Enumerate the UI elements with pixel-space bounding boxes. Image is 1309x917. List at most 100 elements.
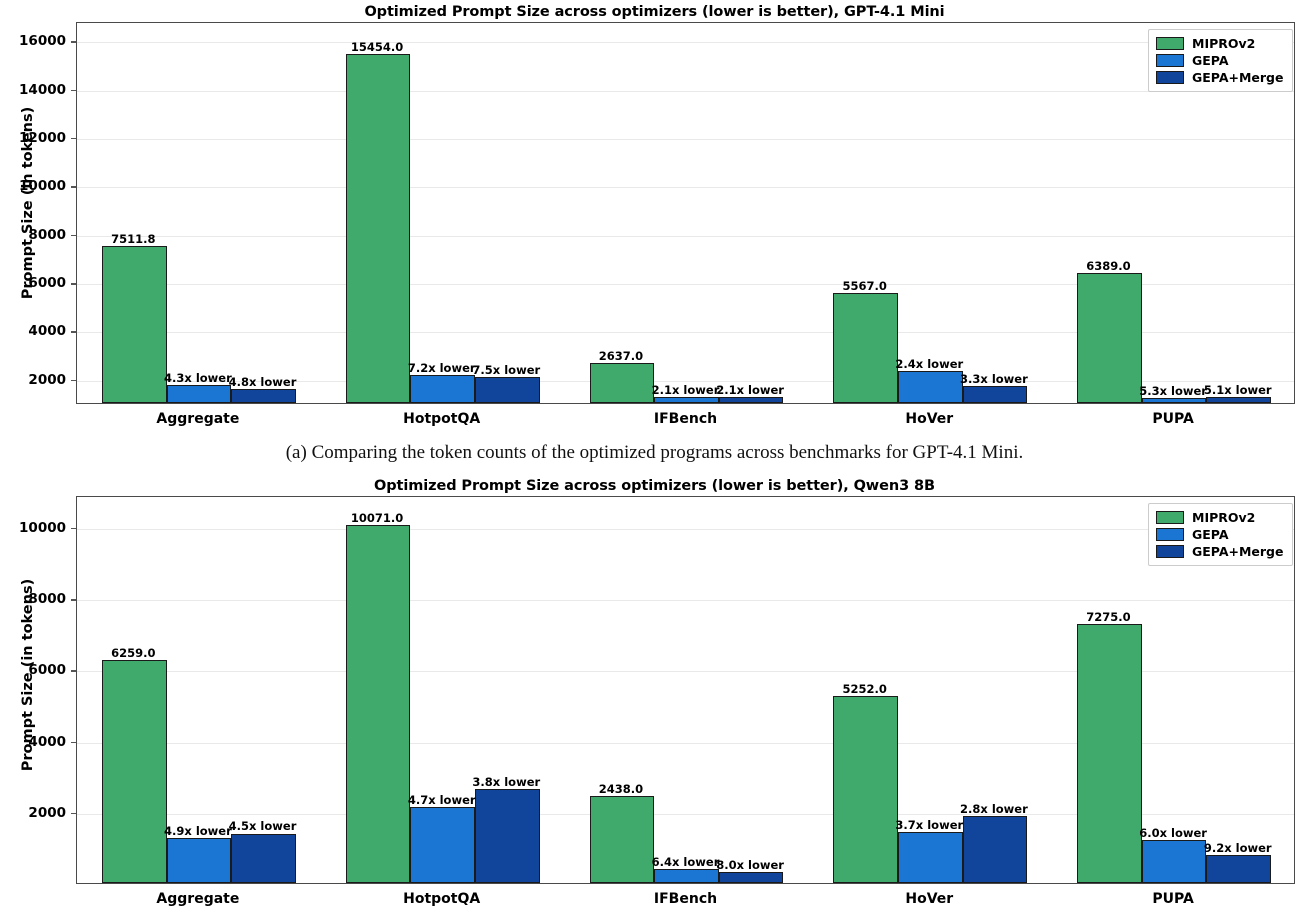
bar-value-label: 5567.0 [842, 278, 887, 293]
y-tick-mark [71, 379, 76, 382]
x-tick-label-hotpotqa: HotpotQA [403, 891, 481, 907]
legend-swatch-icon [1156, 528, 1184, 541]
legend-item-gepa[interactable]: GEPA [1156, 52, 1283, 69]
legend-swatch-icon [1156, 54, 1184, 67]
gridline [77, 813, 1294, 815]
gridline [77, 139, 1294, 141]
legend-item-gepa[interactable]: GEPA [1156, 526, 1283, 543]
y-tick-mark [71, 186, 76, 188]
bar-value-label: 6259.0 [111, 646, 156, 661]
bar-value-label: 7275.0 [1086, 610, 1131, 625]
legend-gpt41mini[interactable]: MIPROv2 GEPA GEPA+Merge [1148, 29, 1294, 92]
legend-label: MIPROv2 [1192, 510, 1256, 525]
gridline [77, 284, 1294, 286]
bar-gepa-merge-pupa[interactable] [1206, 396, 1271, 403]
bar-miprov2-hotpotqa[interactable] [345, 524, 411, 883]
bar-miprov2-pupa[interactable] [1077, 272, 1142, 403]
bar-miprov2-hotpotqa[interactable] [345, 53, 411, 403]
y-tick-label: 6000 [28, 275, 66, 292]
legend-item-gepa-merge[interactable]: GEPA+Merge [1156, 69, 1283, 86]
x-tick-label-pupa: PUPA [1152, 891, 1194, 907]
bar-miprov2-aggregate[interactable] [101, 660, 167, 883]
legend-item-miprov2[interactable]: MIPROv2 [1156, 35, 1283, 52]
bar-gepa-aggregate[interactable] [166, 837, 232, 883]
x-tick-label-aggregate: Aggregate [156, 891, 240, 907]
y-tick-label: 10000 [19, 178, 66, 195]
y-tick-mark [71, 331, 76, 333]
bar-miprov2-aggregate[interactable] [101, 245, 167, 403]
bar-gepa-hotpotqa[interactable] [410, 375, 475, 403]
bar-gepa-pupa[interactable] [1141, 839, 1207, 883]
bar-miprov2-pupa[interactable] [1077, 624, 1142, 883]
x-tick-label-aggregate: Aggregate [156, 411, 240, 427]
bar-miprov2-hover[interactable] [833, 292, 898, 403]
y-tick-label: 6000 [28, 662, 66, 679]
y-tick-label: 12000 [19, 130, 66, 147]
bar-gepa-ifbench[interactable] [654, 396, 719, 403]
y-tick-mark [71, 528, 76, 530]
bar-gepa-merge-aggregate[interactable] [231, 833, 296, 883]
y-tick-mark [71, 138, 76, 140]
bar-gepa-merge-hover[interactable] [962, 386, 1028, 403]
bar-value-label: 2.8x lower [960, 802, 1028, 817]
chart-title-qwen3-8b: Optimized Prompt Size across optimizers … [374, 478, 935, 494]
bar-gepa-hotpotqa[interactable] [410, 806, 475, 883]
bar-miprov2-hover[interactable] [833, 696, 898, 883]
y-tick-mark [71, 812, 76, 815]
chart-panel-gpt41mini: Optimized Prompt Size across optimizers … [0, 0, 1309, 432]
legend-swatch-icon [1156, 37, 1184, 50]
y-tick-label: 8000 [28, 591, 66, 608]
x-tick-label-hotpotqa: HotpotQA [403, 411, 481, 427]
bar-gepa-merge-ifbench[interactable] [718, 872, 784, 883]
x-tick-label-hover: HoVer [905, 411, 954, 427]
bar-value-label: 5.3x lower [1139, 384, 1207, 399]
gridline [77, 529, 1294, 531]
y-tick-mark [71, 89, 76, 92]
y-tick-mark [71, 234, 76, 237]
bar-value-label: 2.1x lower [651, 382, 720, 397]
x-tick-label-pupa: PUPA [1152, 411, 1194, 427]
figure-caption-a: (a) Comparing the token counts of the op… [285, 442, 1024, 463]
legend-item-miprov2[interactable]: MIPROv2 [1156, 509, 1283, 526]
bar-gepa-pupa[interactable] [1141, 398, 1207, 403]
bar-gepa-merge-aggregate[interactable] [231, 389, 296, 403]
bar-value-label: 10071.0 [350, 510, 404, 525]
bar-gepa-merge-hotpotqa[interactable] [475, 377, 540, 403]
legend-qwen3-8b[interactable]: MIPROv2 GEPA GEPA+Merge [1148, 503, 1294, 566]
chart-panel-qwen3-8b: Optimized Prompt Size across optimizers … [0, 472, 1309, 917]
gridline [77, 332, 1294, 334]
gridline [77, 600, 1294, 602]
bar-gepa-aggregate[interactable] [166, 384, 232, 403]
legend-label: GEPA+Merge [1192, 70, 1284, 85]
y-tick-label: 16000 [19, 33, 66, 50]
y-tick-label: 2000 [28, 371, 66, 388]
bar-value-label: 4.3x lower [164, 370, 232, 385]
bar-miprov2-ifbench[interactable] [589, 796, 655, 883]
legend-swatch-icon [1156, 71, 1184, 84]
y-tick-mark [71, 741, 76, 743]
bar-value-label: 7.5x lower [472, 363, 541, 378]
y-tick-mark [71, 670, 76, 672]
gridline [77, 90, 1294, 92]
bar-gepa-merge-hotpotqa[interactable] [475, 788, 540, 883]
bar-gepa-hover[interactable] [897, 832, 963, 883]
bar-value-label: 4.8x lower [228, 375, 297, 390]
bar-value-label: 4.5x lower [228, 819, 297, 834]
bar-value-label: 4.9x lower [164, 823, 232, 838]
bar-gepa-merge-hover[interactable] [962, 816, 1028, 883]
gridline [77, 742, 1294, 744]
bar-value-label: 6.0x lower [1139, 825, 1207, 840]
y-tick-mark [71, 41, 76, 43]
bar-value-label: 15454.0 [350, 39, 404, 54]
bar-gepa-merge-pupa[interactable] [1206, 854, 1271, 883]
legend-item-gepa-merge[interactable]: GEPA+Merge [1156, 543, 1283, 560]
bar-gepa-ifbench[interactable] [654, 869, 719, 883]
legend-label: MIPROv2 [1192, 36, 1256, 51]
bar-gepa-merge-ifbench[interactable] [718, 396, 784, 403]
bar-miprov2-ifbench[interactable] [589, 363, 655, 403]
bar-value-label: 5.1x lower [1203, 382, 1272, 397]
chart-title-gpt41mini: Optimized Prompt Size across optimizers … [364, 4, 945, 20]
bar-gepa-hover[interactable] [897, 371, 963, 403]
gridline [77, 671, 1294, 673]
legend-label: GEPA+Merge [1192, 544, 1284, 559]
